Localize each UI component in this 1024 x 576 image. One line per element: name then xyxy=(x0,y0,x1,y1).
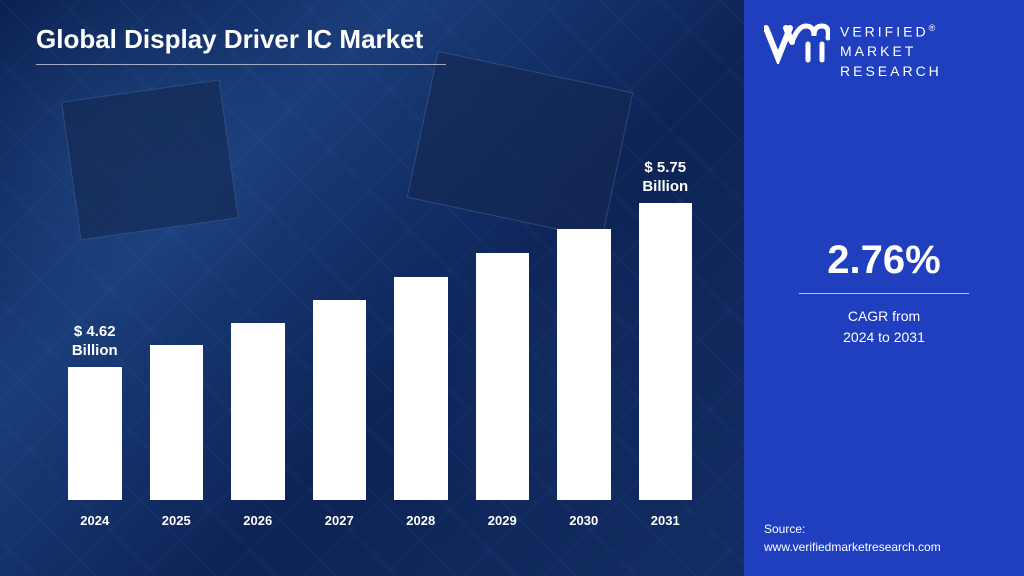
brand-logo: VERIFIED® MARKET RESEARCH xyxy=(764,22,1008,81)
registered-mark: ® xyxy=(929,23,939,33)
bar-rect xyxy=(68,367,122,501)
bar-rect xyxy=(557,229,611,500)
bar-rect xyxy=(231,323,285,500)
bar-rect xyxy=(150,345,204,500)
x-axis-label: 2025 xyxy=(150,513,204,528)
bar xyxy=(476,253,530,500)
bar xyxy=(557,229,611,500)
bars-container: $ 4.62Billion $ 5.75Billion xyxy=(60,188,700,500)
bar xyxy=(231,323,285,500)
cagr-block: 2.76% CAGR from 2024 to 2031 xyxy=(744,238,1024,348)
info-panel: VERIFIED® MARKET RESEARCH 2.76% CAGR fro… xyxy=(744,0,1024,576)
bar-rect xyxy=(476,253,530,500)
bar-chart: $ 4.62Billion$ 5.75Billion 2024202520262… xyxy=(60,188,700,528)
title-underline xyxy=(36,64,446,65)
cagr-value: 2.76% xyxy=(744,238,1024,283)
brand-line: RESEARCH xyxy=(840,63,942,79)
x-axis-label: 2027 xyxy=(313,513,367,528)
x-axis-label: 2029 xyxy=(476,513,530,528)
x-axis-label: 2030 xyxy=(557,513,611,528)
bar-rect xyxy=(639,203,693,500)
source-block: Source: www.verifiedmarketresearch.com xyxy=(764,520,941,556)
bar-value-label: $ 5.75Billion xyxy=(642,159,688,197)
cagr-divider xyxy=(799,293,969,294)
x-axis-label: 2031 xyxy=(639,513,693,528)
bar xyxy=(313,300,367,500)
bar xyxy=(394,277,448,500)
x-axis-label: 2026 xyxy=(231,513,285,528)
brand-name: VERIFIED® MARKET RESEARCH xyxy=(840,22,942,81)
bar-rect xyxy=(313,300,367,500)
chart-title: Global Display Driver IC Market xyxy=(36,24,423,55)
bar-value-label: $ 4.62Billion xyxy=(72,323,118,361)
bar xyxy=(150,345,204,500)
bar: $ 4.62Billion xyxy=(68,367,122,501)
bar-rect xyxy=(394,277,448,500)
brand-line: VERIFIED xyxy=(840,24,929,40)
x-axis-label: 2028 xyxy=(394,513,448,528)
brand-line: MARKET xyxy=(840,43,916,59)
source-url: www.verifiedmarketresearch.com xyxy=(764,538,941,556)
source-label: Source: xyxy=(764,520,941,538)
vmr-logo-icon xyxy=(764,22,830,64)
x-axis-label: 2024 xyxy=(68,513,122,528)
bar: $ 5.75Billion xyxy=(639,203,693,500)
cagr-caption: CAGR from 2024 to 2031 xyxy=(744,306,1024,348)
x-axis-labels: 2024 2025 2026 2027 2028 2029 2030 2031 xyxy=(60,513,700,528)
chart-panel: Global Display Driver IC Market $ 4.62Bi… xyxy=(0,0,744,576)
